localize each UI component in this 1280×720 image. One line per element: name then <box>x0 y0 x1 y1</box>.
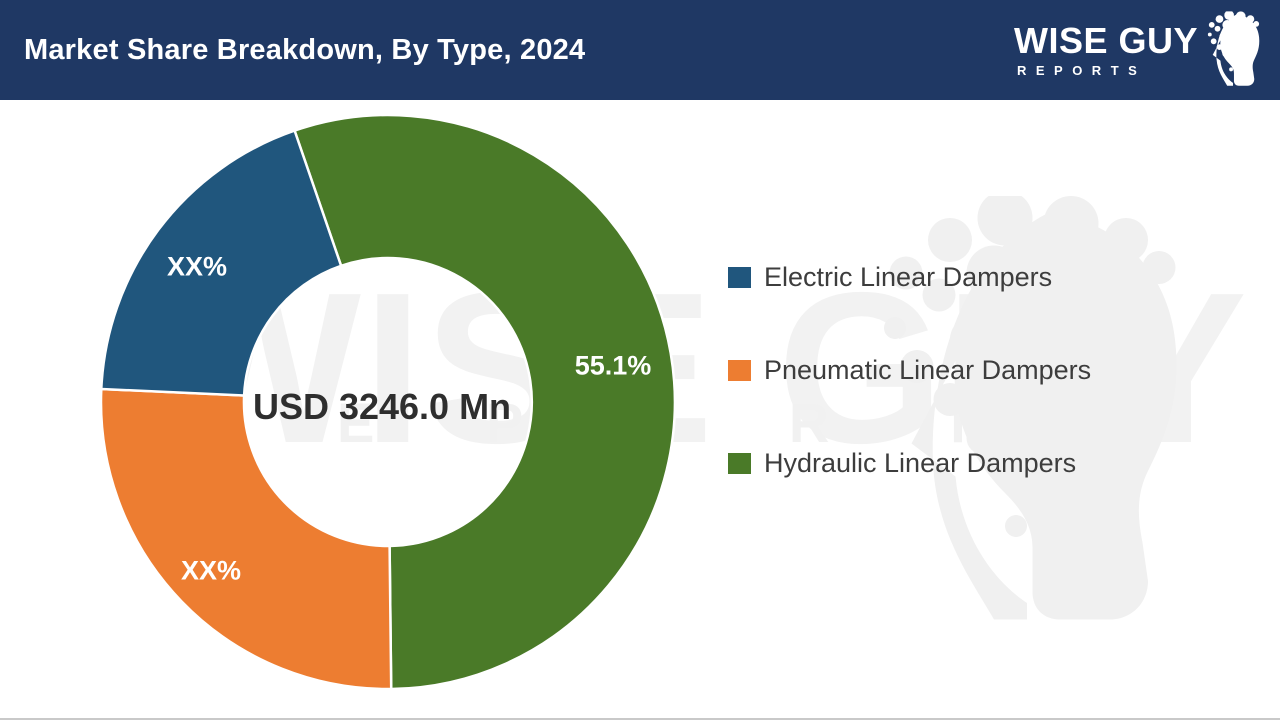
wiseguy-logo: WISE GUY REPORTS <box>1014 11 1262 89</box>
legend-item-electric: Electric Linear Dampers <box>728 262 1091 293</box>
legend-label-pneumatic: Pneumatic Linear Dampers <box>764 355 1092 385</box>
legend-label-hydraulic: Hydraulic Linear Dampers <box>764 448 1077 478</box>
donut-center-value: USD 3246.0 Mn <box>252 386 512 427</box>
bottom-border <box>0 718 1280 720</box>
legend-swatch-hydraulic <box>728 453 751 474</box>
slice-label-pneumatic: XX% <box>180 555 242 586</box>
pie-slice-2 <box>293 113 677 691</box>
pie-slice-0 <box>100 129 343 397</box>
logo-face-icon <box>1204 11 1262 89</box>
header-bar: Market Share Breakdown, By Type, 2024 WI… <box>0 0 1280 100</box>
legend-label-electric: Electric Linear Dampers <box>764 262 1053 292</box>
legend-swatch-pneumatic <box>728 360 751 381</box>
legend-item-pneumatic: Pneumatic Linear Dampers <box>728 355 1091 386</box>
page-title: Market Share Breakdown, By Type, 2024 <box>24 33 586 66</box>
legend: Electric Linear Dampers Pneumatic Linear… <box>728 262 1091 479</box>
logo-subtitle: REPORTS <box>1016 62 1147 78</box>
chart-area: WISE GUY R E P O R T S XX% XX% 55.1% USD… <box>0 100 1280 720</box>
slice-label-hydraulic: 55.1% <box>574 350 652 381</box>
legend-swatch-electric <box>728 267 751 288</box>
donut-chart <box>99 113 677 691</box>
logo-wordmark: WISE GUY REPORTS <box>1013 19 1198 78</box>
logo-title: WISE GUY <box>1013 19 1198 61</box>
pie-slice-1 <box>99 387 393 691</box>
slice-label-electric: XX% <box>166 251 228 282</box>
legend-item-hydraulic: Hydraulic Linear Dampers <box>728 448 1091 479</box>
